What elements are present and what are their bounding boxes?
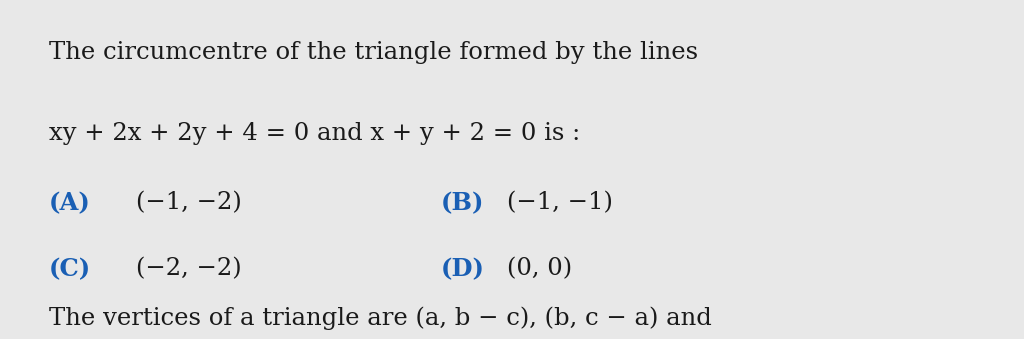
Text: (C): (C) (49, 258, 91, 282)
Text: (0, 0): (0, 0) (507, 258, 572, 281)
Text: xy + 2x + 2y + 4 = 0 and x + y + 2 = 0 is :: xy + 2x + 2y + 4 = 0 and x + y + 2 = 0 i… (49, 122, 581, 145)
Text: (−1, −1): (−1, −1) (507, 192, 612, 215)
Text: The vertices of a triangle are (a, b − c), (b, c − a) and: The vertices of a triangle are (a, b − c… (49, 307, 712, 330)
Text: (D): (D) (440, 258, 484, 282)
Text: (−1, −2): (−1, −2) (136, 192, 242, 215)
Text: (−2, −2): (−2, −2) (136, 258, 242, 281)
Text: (B): (B) (440, 192, 483, 216)
Text: (A): (A) (49, 192, 91, 216)
Text: The circumcentre of the triangle formed by the lines: The circumcentre of the triangle formed … (49, 41, 698, 64)
